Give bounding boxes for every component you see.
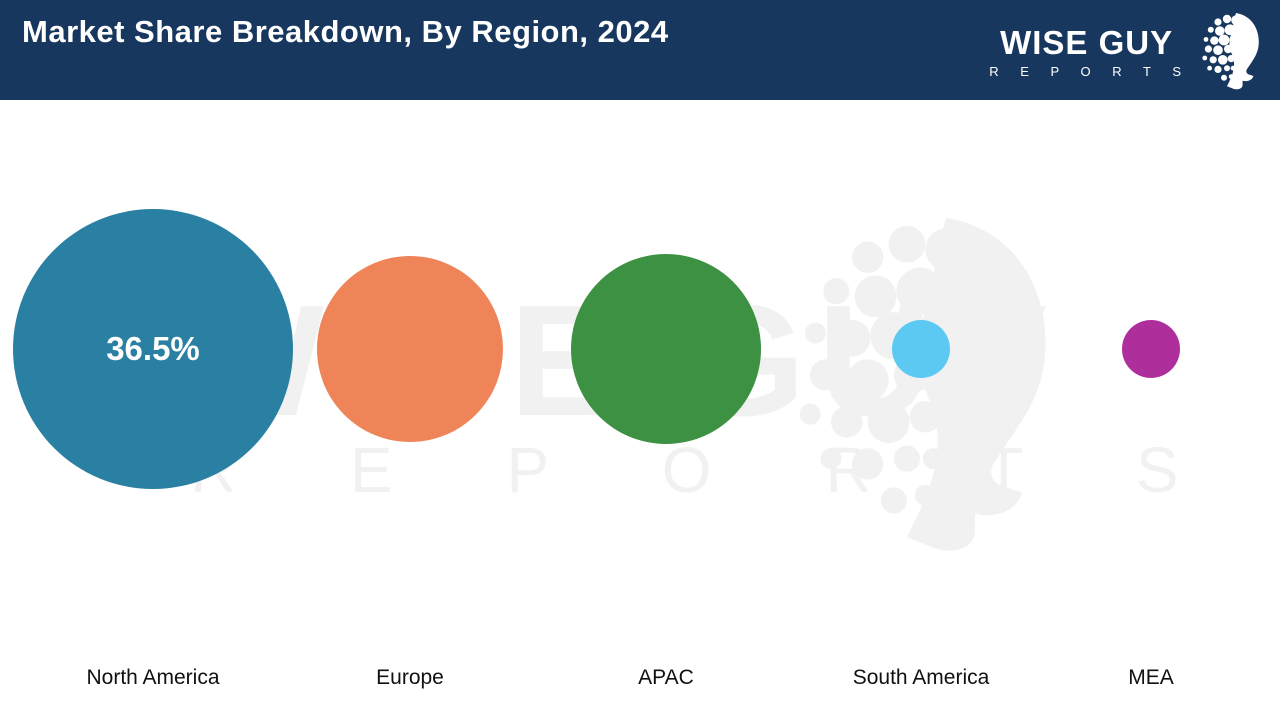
category-label-south-america: South America [852, 666, 990, 689]
bubble-mea [1122, 320, 1180, 378]
category-label-europe: Europe [376, 666, 444, 689]
watermark-head-icon [770, 218, 1070, 558]
bubble-europe [317, 256, 503, 442]
bubble-chart: WISE GUY R E P O R T S 36.5%North Americ… [0, 100, 1280, 720]
bubble-north-america: 36.5% [13, 209, 293, 489]
watermark-subtitle: R E P O R T S [190, 434, 1227, 506]
category-label-mea: MEA [1128, 666, 1174, 689]
header-bar: Market Share Breakdown, By Region, 2024 … [0, 0, 1280, 100]
category-label-apac: APAC [638, 666, 694, 689]
bubble-apac [571, 254, 761, 444]
dotted-head-icon [1200, 12, 1260, 92]
logo-subtitle: R E P O R T S [989, 64, 1190, 80]
page-title: Market Share Breakdown, By Region, 2024 [22, 14, 669, 49]
bubble-south-america [892, 320, 950, 378]
logo-text: WISE GUY R E P O R T S [983, 23, 1190, 80]
bubble-value-label-north-america: 36.5% [106, 330, 200, 367]
logo-wordmark: WISE GUY [1000, 23, 1174, 61]
wise-guy-reports-logo: WISE GUY R E P O R T S [983, 12, 1260, 92]
category-label-north-america: North America [86, 666, 220, 689]
